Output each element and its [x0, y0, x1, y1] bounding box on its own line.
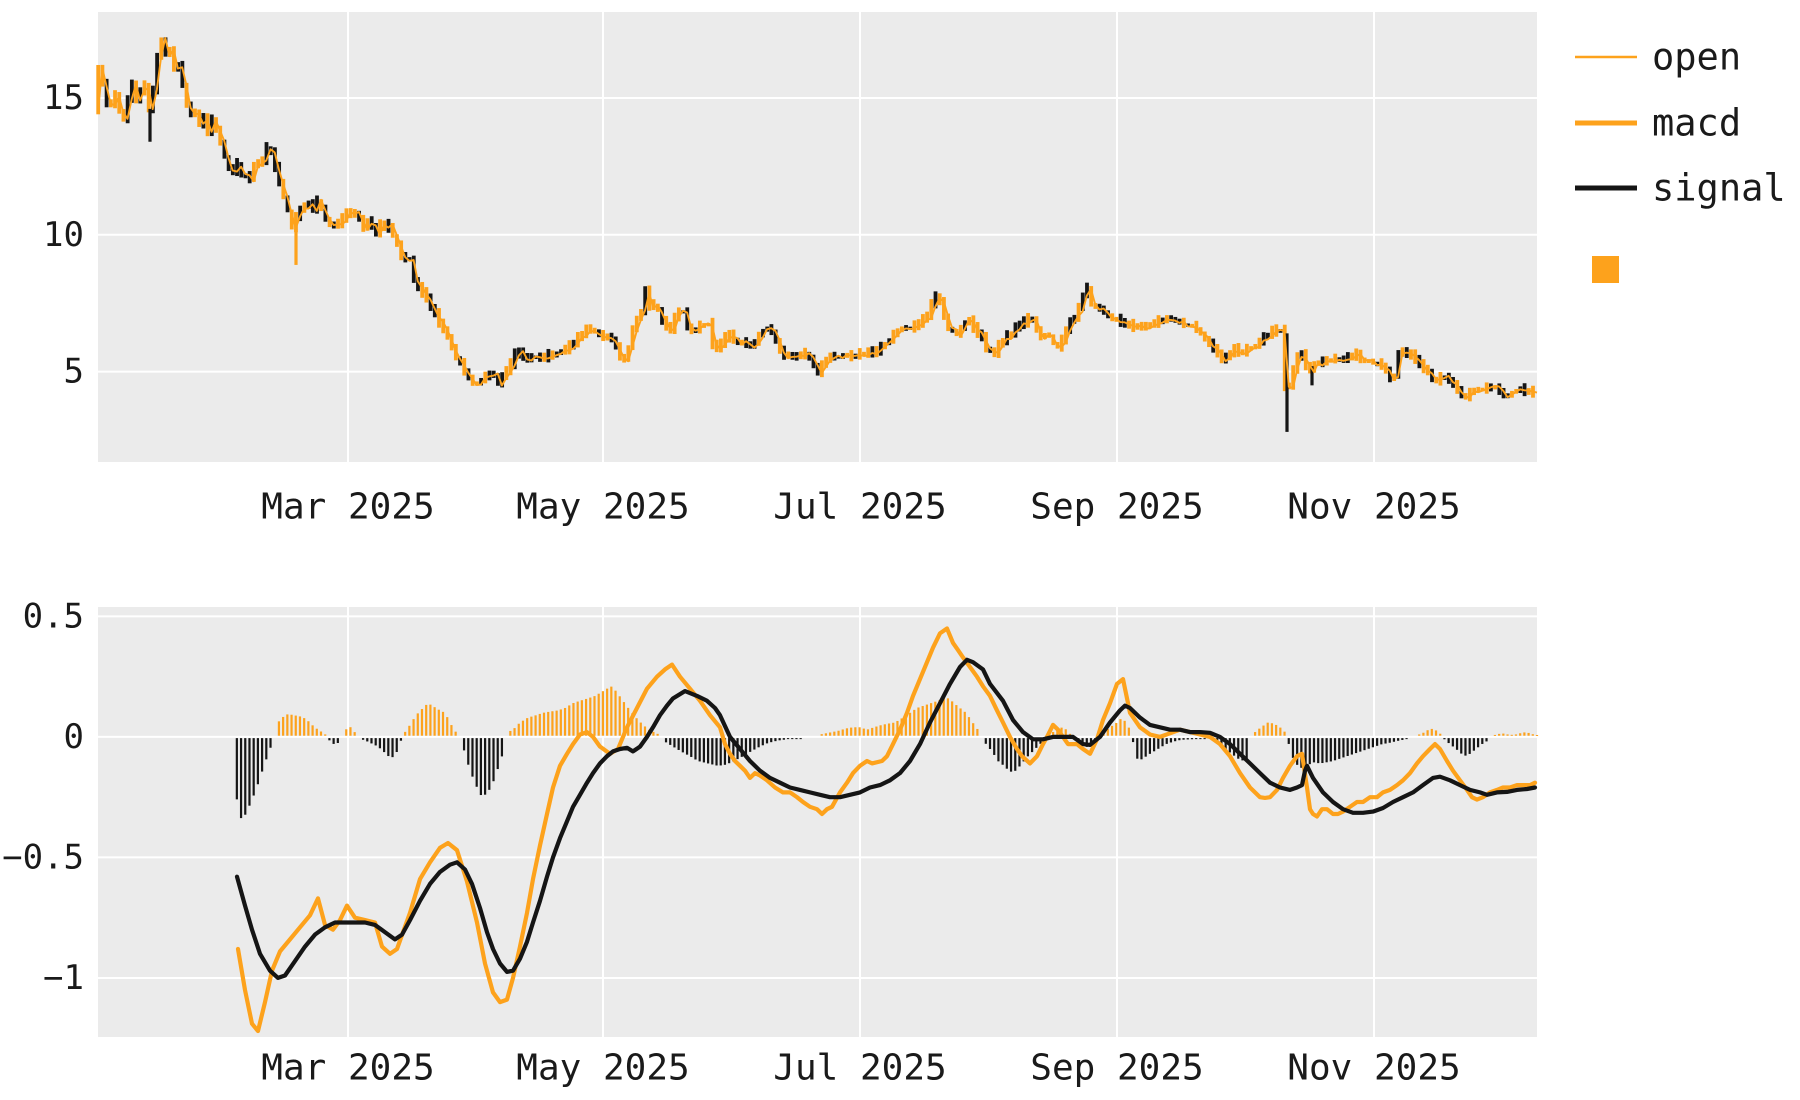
macd-panel: 0.5 0 −0.5 −1 Mar 2025 May 2025 Jul 2025 Sep 20…: [2, 596, 1539, 1089]
x-tick-labels: Mar 2025 May 2025 Jul 2025 Sep 2025 Nov 2025: [261, 487, 1460, 528]
y-tick-label: 15: [43, 78, 84, 118]
x-tick-label: Sep 2025: [1030, 487, 1203, 528]
x-tick-label: Sep 2025: [1030, 1048, 1203, 1089]
x-tick-label: Nov 2025: [1287, 1048, 1460, 1089]
x-tick-label: May 2025: [516, 1048, 689, 1089]
x-tick-label: Mar 2025: [261, 487, 434, 528]
y-tick-label: 0.5: [23, 596, 84, 636]
y-tick-label: 5: [64, 352, 84, 392]
legend-open-label: open: [1652, 36, 1741, 79]
open-line: [97, 37, 1538, 399]
price-panel: 15 10 5 Mar 2025 May 2025 Jul 2025 Sep 2025 Nov…: [43, 12, 1538, 528]
x-tick-label: Nov 2025: [1287, 487, 1460, 528]
y-tick-labels: 15 10 5: [43, 78, 84, 392]
price-wicks: [148, 108, 1314, 432]
x-tick-label: May 2025: [516, 487, 689, 528]
x-tick-label: Mar 2025: [261, 1048, 434, 1089]
y-tick-label: 10: [43, 215, 84, 255]
y-tick-labels: 0.5 0 −0.5 −1: [2, 596, 84, 998]
x-tick-labels: Mar 2025 May 2025 Jul 2025 Sep 2025 Nov 2025: [261, 1048, 1460, 1089]
legend-histogram-swatch: [1592, 256, 1619, 283]
y-tick-label: −0.5: [2, 837, 84, 877]
macd-line: [235, 626, 1538, 1034]
legend-signal-label: signal: [1652, 167, 1786, 210]
legend-macd-label: macd: [1652, 102, 1741, 145]
y-tick-label: −1: [43, 958, 84, 998]
signal-line: [234, 657, 1538, 980]
macd-histogram-bars: [235, 686, 1539, 819]
plot-background: [98, 12, 1537, 462]
y-tick-label: 0: [64, 717, 84, 757]
x-tick-label: Jul 2025: [773, 1048, 946, 1089]
gridlines: [98, 607, 1537, 1037]
plot-background: [98, 607, 1537, 1037]
x-tick-label: Jul 2025: [773, 487, 946, 528]
legend: open macd signal: [1575, 36, 1786, 283]
